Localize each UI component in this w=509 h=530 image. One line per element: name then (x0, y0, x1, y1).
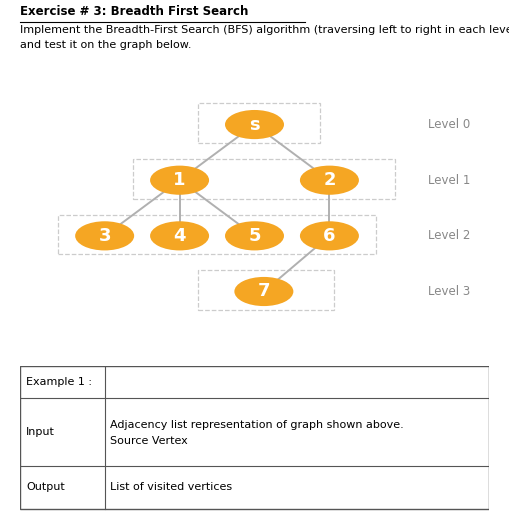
Text: Exercise # 3: Breadth First Search: Exercise # 3: Breadth First Search (20, 5, 249, 19)
Text: Level 1: Level 1 (428, 174, 470, 187)
FancyBboxPatch shape (58, 215, 376, 254)
Text: 4: 4 (174, 227, 186, 245)
Ellipse shape (150, 165, 209, 195)
Text: 7: 7 (258, 282, 270, 301)
FancyBboxPatch shape (133, 159, 395, 199)
FancyBboxPatch shape (199, 103, 320, 143)
Ellipse shape (234, 277, 293, 306)
Ellipse shape (300, 222, 359, 251)
Text: Level 2: Level 2 (428, 229, 470, 242)
Text: Level 3: Level 3 (428, 285, 470, 298)
FancyBboxPatch shape (199, 270, 334, 310)
Text: 6: 6 (323, 227, 335, 245)
Text: Example 1 :: Example 1 : (26, 377, 92, 386)
Text: 3: 3 (98, 227, 111, 245)
Text: 2: 2 (323, 171, 335, 189)
Text: Output: Output (26, 482, 65, 492)
Ellipse shape (225, 222, 284, 251)
Text: Source Vertex: Source Vertex (110, 436, 188, 446)
Text: s: s (249, 116, 260, 134)
Text: Level 0: Level 0 (428, 118, 470, 131)
Ellipse shape (150, 222, 209, 251)
Ellipse shape (225, 110, 284, 139)
Text: Adjacency list representation of graph shown above.: Adjacency list representation of graph s… (110, 420, 404, 430)
Text: Input: Input (26, 427, 55, 437)
Text: 1: 1 (174, 171, 186, 189)
Text: 5: 5 (248, 227, 261, 245)
Text: List of visited vertices: List of visited vertices (110, 482, 233, 492)
Ellipse shape (75, 222, 134, 251)
Text: Implement the Breadth-First Search (BFS) algorithm (traversing left to right in : Implement the Breadth-First Search (BFS)… (20, 25, 509, 50)
Ellipse shape (300, 165, 359, 195)
